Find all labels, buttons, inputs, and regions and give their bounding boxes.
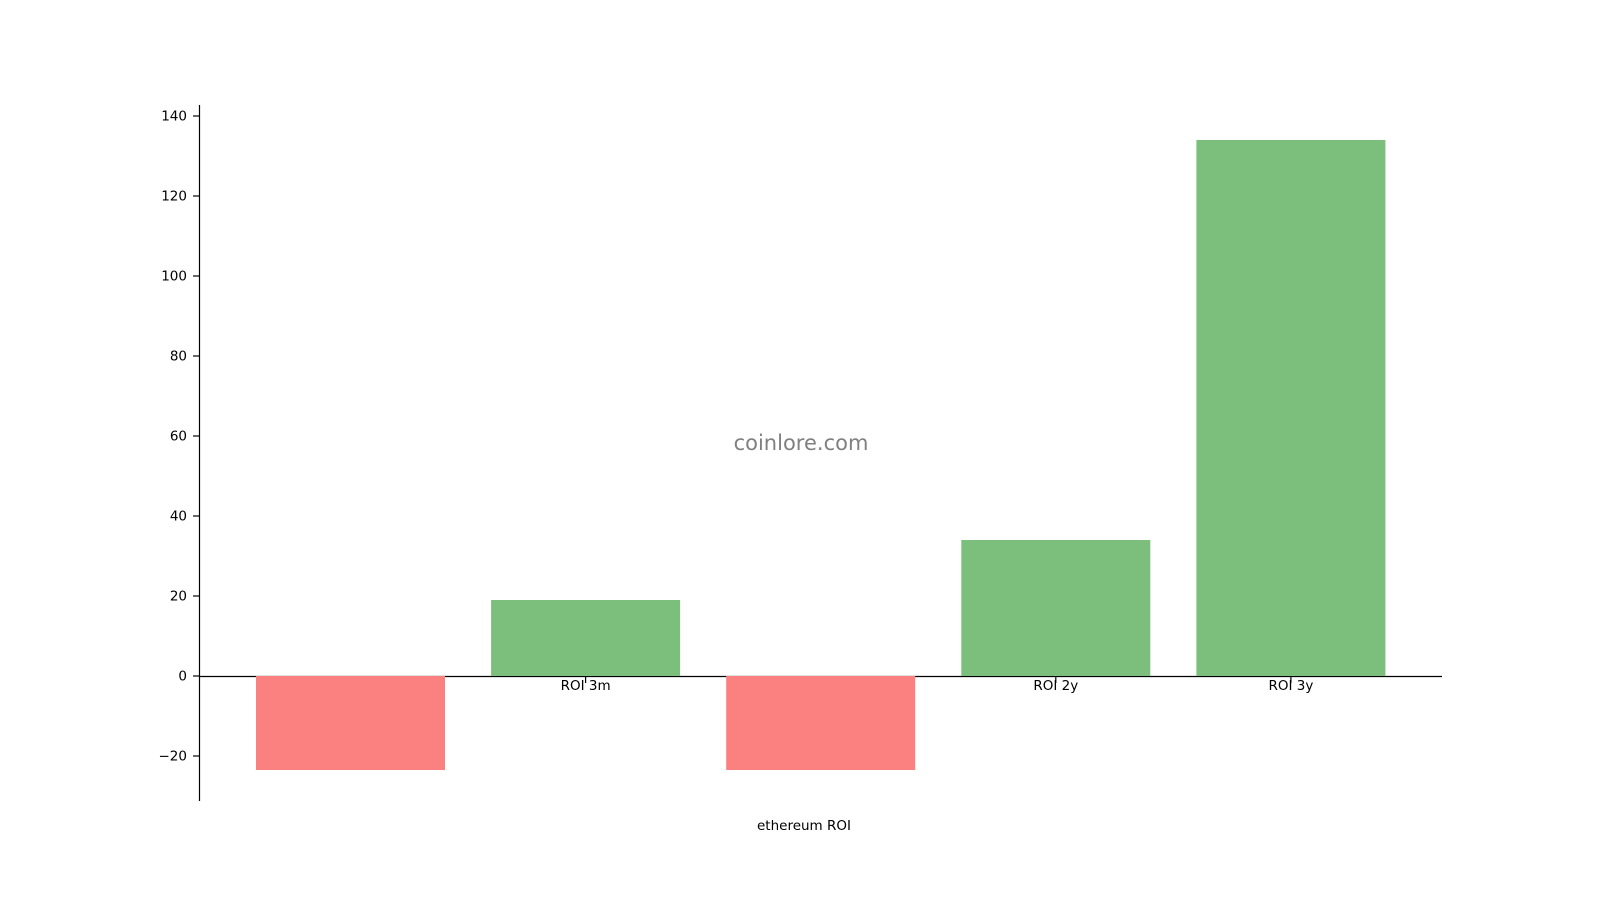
y-tick-label: −20 <box>159 749 188 765</box>
bar-roi-3m <box>491 600 681 676</box>
y-tick-label: 80 <box>170 349 187 365</box>
y-tick-label: 0 <box>178 669 187 685</box>
y-tick-label: 40 <box>170 509 187 525</box>
y-tick-label: 100 <box>161 269 187 285</box>
bar-roi-2y <box>961 540 1151 676</box>
x-axis-title: ethereum ROI <box>757 818 851 834</box>
y-tick-label: 120 <box>161 189 187 205</box>
bar-roi-3y <box>1196 140 1386 676</box>
x-tick-label-roi-3m: ROI 3m <box>561 678 611 694</box>
bar-1 <box>256 676 445 770</box>
bar-3 <box>726 676 916 770</box>
x-tick-label-roi-3y: ROI 3y <box>1268 678 1313 694</box>
chart-plot-area: −20 0 20 40 60 80 100 120 140 ROI 3m ROI 2y ROI 3y <box>159 105 1442 801</box>
watermark: coinlore.com <box>734 431 869 455</box>
y-tick-label: 60 <box>170 429 187 445</box>
y-tick-label: 140 <box>161 109 187 125</box>
y-tick-label: 20 <box>170 589 187 605</box>
x-tick-label-roi-2y: ROI 2y <box>1033 678 1078 694</box>
